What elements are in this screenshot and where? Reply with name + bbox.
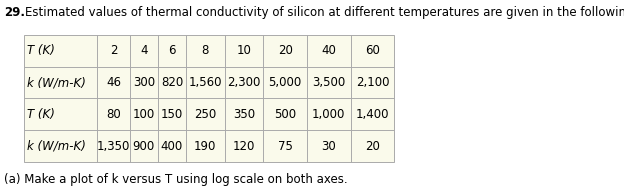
Text: 120: 120 — [233, 140, 255, 153]
Text: 190: 190 — [194, 140, 217, 153]
Text: 40: 40 — [321, 44, 336, 57]
Text: 2,100: 2,100 — [356, 76, 389, 89]
Text: 1,350: 1,350 — [97, 140, 130, 153]
Text: 100: 100 — [133, 108, 155, 121]
Text: 80: 80 — [106, 108, 121, 121]
Text: 500: 500 — [274, 108, 296, 121]
Text: 46: 46 — [106, 76, 121, 89]
Text: 900: 900 — [133, 140, 155, 153]
Text: 3,500: 3,500 — [312, 76, 346, 89]
Text: 8: 8 — [202, 44, 209, 57]
Text: 5,000: 5,000 — [268, 76, 302, 89]
Text: 30: 30 — [321, 140, 336, 153]
Text: 29.: 29. — [4, 6, 25, 19]
Text: 10: 10 — [236, 44, 251, 57]
Text: 4: 4 — [140, 44, 148, 57]
Text: 60: 60 — [365, 44, 380, 57]
Text: 2,300: 2,300 — [227, 76, 261, 89]
Text: 2: 2 — [110, 44, 117, 57]
Text: 150: 150 — [161, 108, 183, 121]
Bar — [24, 35, 394, 162]
Text: 1,000: 1,000 — [312, 108, 346, 121]
Text: 350: 350 — [233, 108, 255, 121]
Text: 6: 6 — [168, 44, 176, 57]
Text: 250: 250 — [194, 108, 217, 121]
Text: 20: 20 — [278, 44, 293, 57]
Text: Estimated values of thermal conductivity of silicon at different temperatures ar: Estimated values of thermal conductivity… — [25, 6, 624, 19]
Text: 75: 75 — [278, 140, 293, 153]
Text: (a) Make a plot of k versus T using log scale on both axes.: (a) Make a plot of k versus T using log … — [4, 173, 348, 186]
Text: 1,560: 1,560 — [188, 76, 222, 89]
Text: T (K): T (K) — [27, 108, 55, 121]
Text: k (W/m-K): k (W/m-K) — [27, 76, 85, 89]
Text: 820: 820 — [161, 76, 183, 89]
Text: 20: 20 — [365, 140, 380, 153]
Text: 400: 400 — [161, 140, 183, 153]
Text: 300: 300 — [133, 76, 155, 89]
Text: k (W/m-K): k (W/m-K) — [27, 140, 85, 153]
Text: T (K): T (K) — [27, 44, 55, 57]
Text: 1,400: 1,400 — [356, 108, 389, 121]
